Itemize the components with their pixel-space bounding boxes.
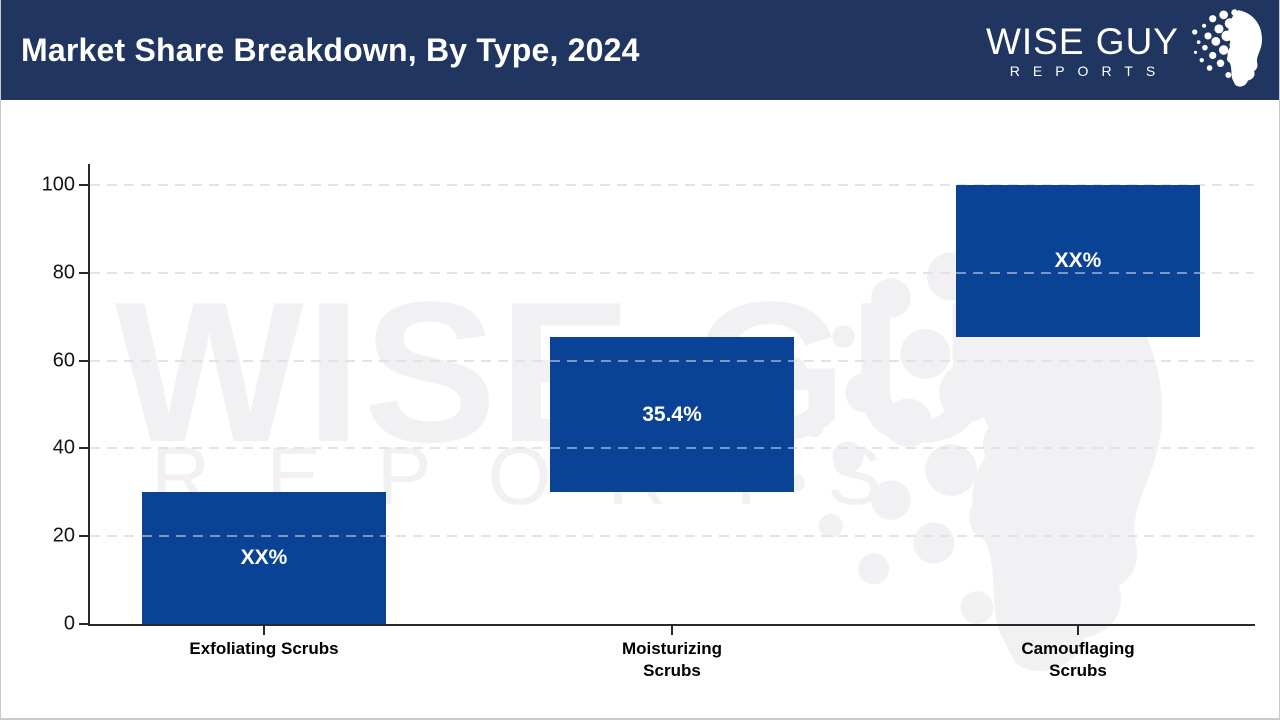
y-tick-mark-60 (79, 359, 88, 362)
bar-3: XX% (956, 185, 1200, 337)
logo-face-icon (1192, 9, 1263, 87)
x-category-label-3: Camouflaging Scrubs (1021, 639, 1135, 681)
logo-wordmark: WISE GUY (985, 20, 1179, 62)
wiseguy-logo: WISE GUY REPORTS (986, 6, 1269, 94)
x-tick-mark-3 (1077, 626, 1079, 635)
bar-value-label: XX% (240, 546, 288, 570)
logo-text: WISE GUY REPORTS (986, 23, 1179, 78)
y-tick-mark-20 (79, 535, 88, 538)
y-tick-label-60: 60 (52, 349, 75, 372)
y-tick-mark-0 (79, 623, 88, 625)
header-bar: Market Share Breakdown, By Type, 2024 WI… (1, 0, 1279, 100)
grid-line-100 (90, 184, 1254, 186)
y-tick-label-20: 20 (52, 524, 75, 547)
y-tick-label-40: 40 (52, 436, 75, 459)
y-tick-mark-80 (79, 271, 88, 274)
y-axis-spine (88, 164, 90, 626)
bar-value-label: XX% (1054, 248, 1102, 272)
grid-line-20 (90, 535, 1254, 538)
x-category-label-2: Moisturizing Scrubs (621, 639, 723, 681)
bar-value-label: 35.4% (642, 402, 702, 426)
grid-line-over-bar (142, 535, 386, 538)
y-tick-mark-100 (79, 184, 88, 186)
grid-line-80 (90, 271, 1254, 274)
bar-1: XX% (142, 492, 386, 624)
logo-subtitle: REPORTS (1009, 62, 1169, 79)
x-tick-mark-2 (671, 626, 673, 635)
grid-line-over-bar (956, 271, 1200, 274)
x-category-label-1: Exfoliating Scrubs (189, 639, 339, 658)
grid-line-over-bar (550, 447, 794, 450)
y-tick-label-100: 100 (41, 173, 75, 196)
x-tick-mark-1 (263, 626, 265, 635)
y-tick-mark-40 (79, 447, 88, 450)
y-tick-label-0: 0 (63, 612, 75, 635)
x-axis-spine (88, 624, 1255, 626)
bar-2: 35.4% (550, 336, 794, 493)
grid-line-over-bar (550, 359, 794, 362)
page-title: Market Share Breakdown, By Type, 2024 (21, 32, 640, 68)
y-tick-label-80: 80 (52, 261, 75, 284)
